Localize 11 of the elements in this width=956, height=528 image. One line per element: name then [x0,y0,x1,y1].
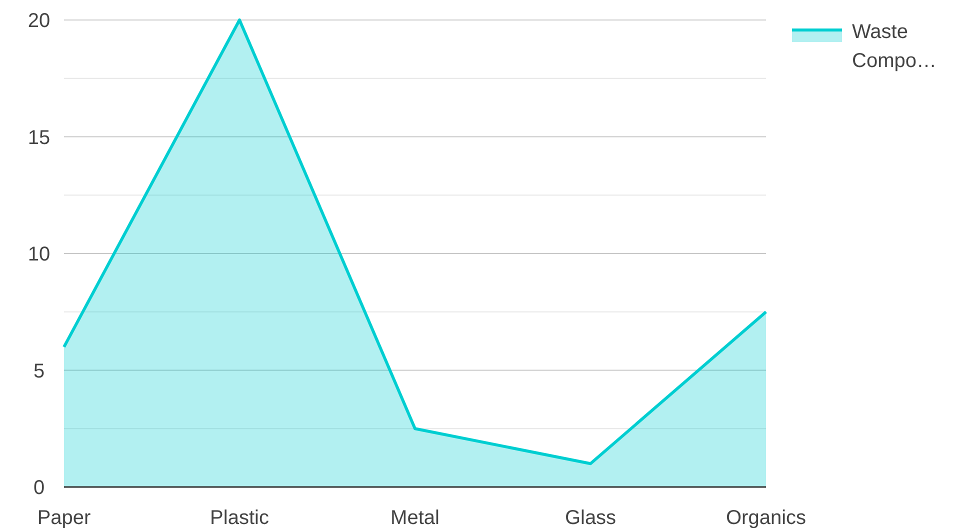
y-tick-label: 5 [33,360,45,382]
x-tick-label: Paper [37,507,92,528]
x-tick-label: Metal [390,507,440,528]
y-tick-label: 20 [28,10,50,32]
x-tick-label: Glass [564,507,616,528]
x-tick-label: Organics [726,507,806,528]
y-tick-label: 0 [33,477,45,499]
legend-label: Waste Compo… [852,21,936,72]
y-tick-label: 10 [28,244,50,266]
x-tick-label: Plastic [210,507,269,528]
y-tick-label: 15 [28,126,50,149]
